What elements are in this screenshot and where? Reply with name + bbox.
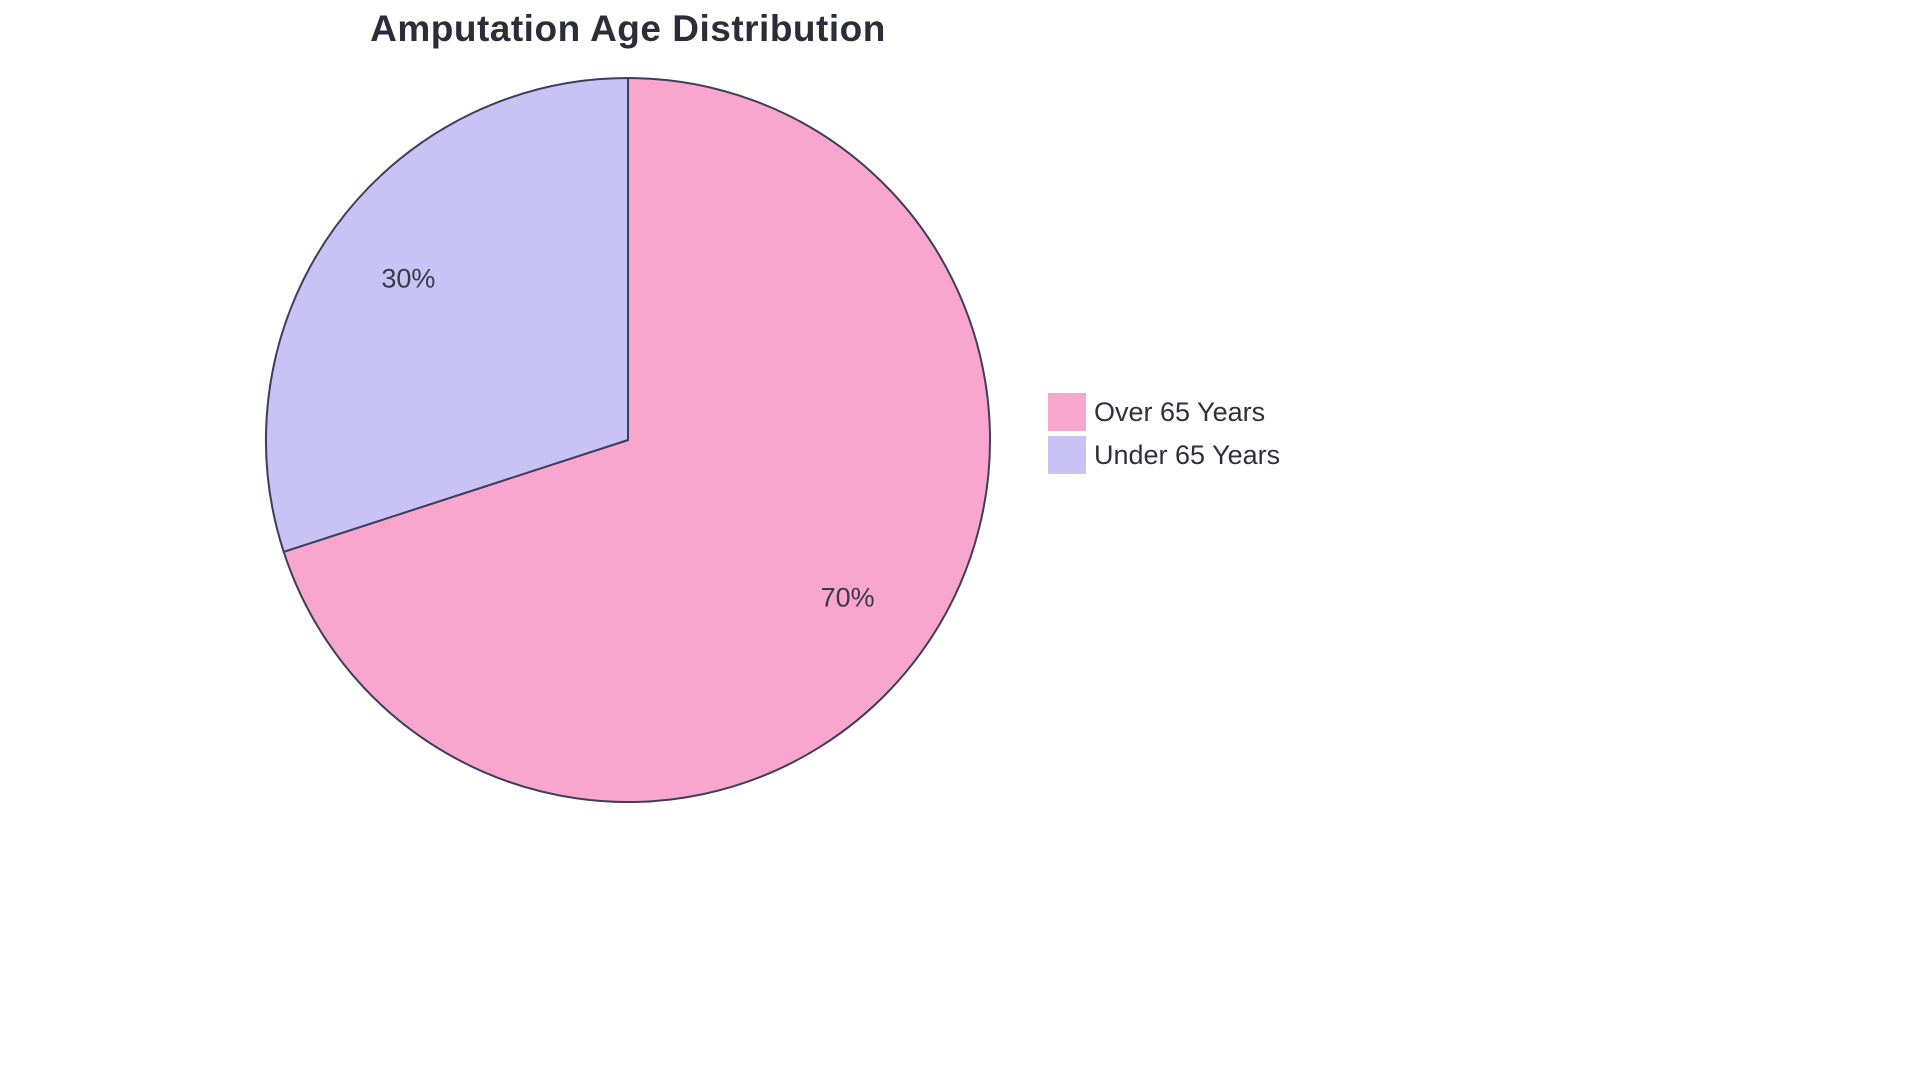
legend-swatch [1048,393,1086,431]
legend: Over 65 Years Under 65 Years [1048,393,1280,479]
pie-slice-1[interactable] [265,77,629,553]
legend-swatch [1048,436,1086,474]
legend-item[interactable]: Under 65 Years [1048,436,1280,474]
legend-item[interactable]: Over 65 Years [1048,393,1280,431]
pie-slice-0[interactable] [282,77,992,803]
chart-title: Amputation Age Distribution [370,8,886,49]
legend-label: Under 65 Years [1094,439,1281,470]
slice-label: 30% [381,264,435,294]
legend-label: Over 65 Years [1094,396,1266,427]
slice-label: 70% [821,583,875,613]
